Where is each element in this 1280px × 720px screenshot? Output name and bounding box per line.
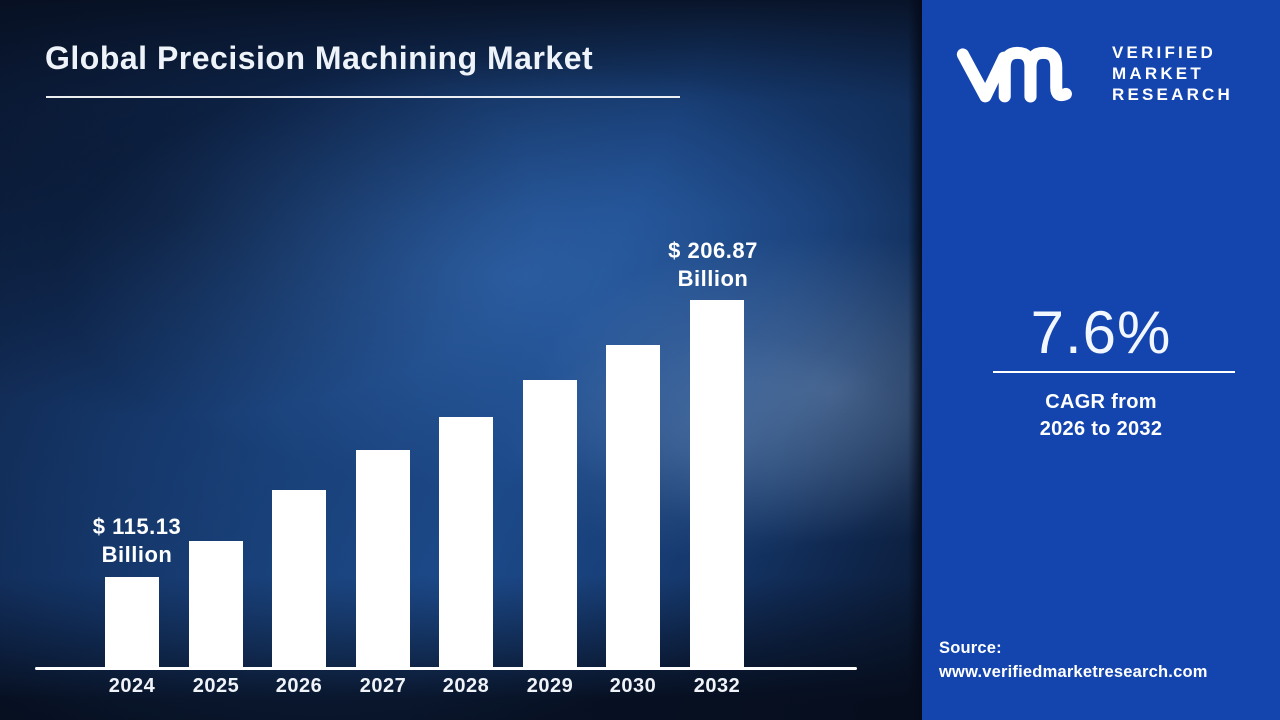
x-axis-label-2027: 2027: [359, 675, 407, 697]
x-axis-label-2028: 2028: [442, 675, 490, 697]
logo-line-research: RESEARCH: [1112, 85, 1234, 104]
x-axis-line: [35, 667, 857, 670]
data-label-2024-value: $ 115.13: [92, 514, 182, 539]
logo-line-verified: VERIFIED: [1112, 43, 1217, 62]
bar-2024: [105, 577, 159, 667]
data-label-2032: $ 206.87 Billion: [637, 237, 789, 293]
data-label-2024-unit: Billion: [101, 542, 173, 567]
source-url: www.verifiedmarketresearch.com: [939, 663, 1208, 681]
logo-line-market: MARKET: [1112, 64, 1204, 83]
cagr-divider-line: [993, 371, 1235, 373]
cagr-label-line2: 2026 to 2032: [1039, 418, 1163, 440]
bar-2025: [189, 541, 243, 667]
bar-2028: [439, 417, 493, 667]
data-label-2032-value: $ 206.87: [668, 238, 758, 263]
cagr-label: CAGR from 2026 to 2032: [922, 389, 1280, 443]
x-axis-label-2024: 2024: [108, 675, 156, 697]
bar-2027: [356, 450, 410, 667]
source-label: Source:: [939, 639, 1002, 657]
data-label-2032-unit: Billion: [677, 266, 749, 291]
bar-2032: [690, 300, 744, 667]
source-block: Source: www.verifiedmarketresearch.com: [939, 636, 1277, 684]
x-axis-label-2026: 2026: [275, 675, 323, 697]
x-axis-label-2025: 2025: [192, 675, 240, 697]
x-axis-label-2032: 2032: [693, 675, 741, 697]
title-underline: [46, 96, 680, 98]
vmr-logo: VERIFIED MARKET RESEARCH ®: [950, 40, 1233, 106]
x-axis-label-2029: 2029: [526, 675, 574, 697]
bar-2030: [606, 345, 660, 667]
vmr-monogram-icon: [956, 46, 1072, 103]
data-label-2024: $ 115.13 Billion: [61, 513, 213, 569]
info-panel: VERIFIED MARKET RESEARCH ® 7.6% CAGR fro…: [922, 0, 1280, 720]
cagr-value: 7.6%: [1030, 299, 1172, 366]
bar-2026: [272, 490, 326, 667]
page-title: Global Precision Machining Market: [45, 40, 594, 76]
logo-wordmark: VERIFIED MARKET RESEARCH: [1112, 42, 1233, 105]
chart-section: Global Precision Machining Market 2024 20…: [0, 0, 922, 720]
cagr-label-line1: CAGR from: [1045, 391, 1157, 413]
bar-2029: [523, 380, 577, 667]
x-axis-label-2030: 2030: [609, 675, 657, 697]
